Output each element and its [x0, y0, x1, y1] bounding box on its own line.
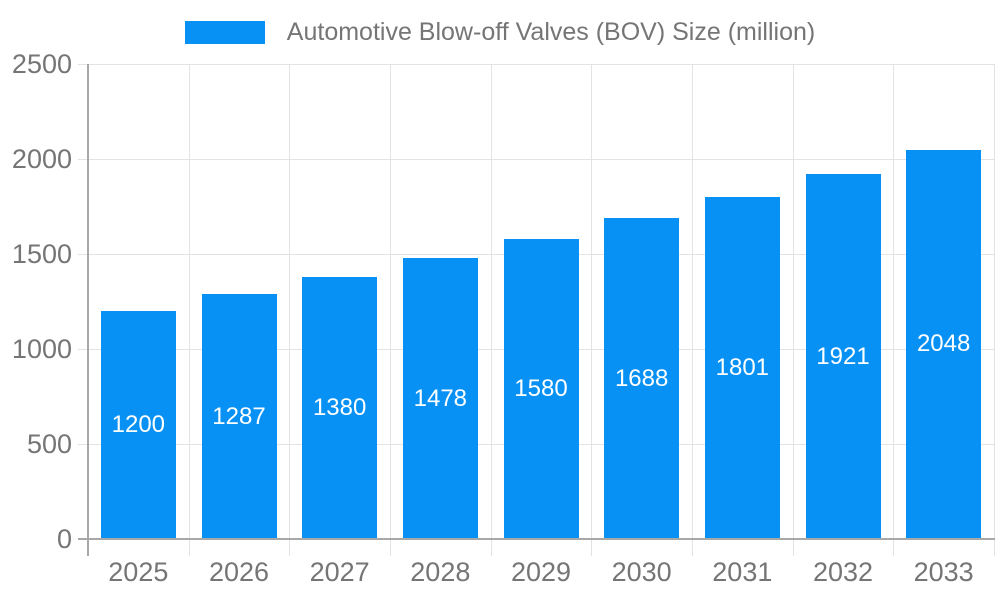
y-axis-tick-label: 1500: [11, 239, 72, 269]
x-axis-tick: [591, 539, 593, 556]
bar-value-label: 1287: [212, 402, 266, 430]
gridline-vertical: [591, 64, 593, 539]
y-axis-tick-label: 500: [26, 429, 72, 459]
gridline-horizontal: [88, 159, 994, 160]
legend-swatch-icon: [184, 21, 265, 44]
bar-value-label: 1688: [614, 364, 669, 392]
gridline-vertical: [490, 64, 492, 539]
bar-value-label: 1580: [514, 374, 568, 402]
bar-value-label: 1921: [816, 342, 870, 370]
bar[interactable]: 1688: [604, 218, 680, 539]
gridline-horizontal: [88, 64, 994, 65]
bar[interactable]: 1287: [201, 294, 277, 539]
x-axis-tick-label: 2026: [208, 557, 270, 587]
y-axis-tick-label: 2500: [11, 49, 72, 79]
bar[interactable]: 1580: [503, 238, 579, 539]
legend-label: Automotive Blow-off Valves (BOV) Size (m…: [286, 18, 816, 46]
x-axis-tick-label: 2029: [510, 557, 572, 587]
bar-value-label: 1380: [312, 393, 367, 421]
bar[interactable]: 1921: [805, 174, 881, 539]
y-axis-tick-label: 2000: [11, 144, 72, 174]
bar-value-label: 1478: [413, 384, 468, 412]
bar[interactable]: 1801: [704, 196, 780, 539]
gridline-vertical: [893, 64, 895, 539]
x-axis-tick: [792, 539, 794, 556]
y-axis-tick: [78, 64, 88, 65]
gridline-vertical: [188, 64, 190, 539]
y-axis-tick: [78, 444, 88, 445]
y-axis-line: [87, 64, 89, 556]
x-axis-line: [78, 538, 995, 540]
y-axis-tick-label: 0: [56, 524, 72, 554]
bar[interactable]: 2048: [906, 149, 982, 539]
x-axis-tick-label: 2030: [611, 557, 672, 587]
x-axis-tick: [289, 539, 291, 556]
y-axis-tick-label: 1000: [11, 334, 72, 364]
x-axis-tick-label: 2025: [108, 557, 169, 587]
x-axis-tick: [994, 539, 995, 556]
bar-value-label: 2048: [916, 330, 971, 358]
y-axis-tick: [78, 254, 88, 255]
x-axis-tick-label: 2032: [812, 557, 874, 587]
bar-value-label: 1801: [715, 353, 770, 381]
x-axis-tick: [188, 539, 190, 556]
bar-value-label: 1200: [111, 411, 166, 438]
bar[interactable]: 1380: [302, 276, 378, 539]
chart-legend[interactable]: Automotive Blow-off Valves (BOV) Size (m…: [0, 18, 1000, 47]
gridline-vertical: [390, 64, 391, 539]
x-axis-tick-label: 2031: [712, 557, 773, 587]
bar[interactable]: 1200: [100, 311, 176, 539]
x-axis-tick-label: 2033: [913, 557, 974, 587]
gridline-vertical: [692, 64, 693, 539]
x-axis-tick-label: 2028: [410, 557, 471, 587]
plot-area: 1200 1287 1380 1478 1580 1688 1801 1921 2048: [78, 64, 995, 556]
gridline-vertical: [994, 64, 995, 539]
x-axis-tick-label: 2027: [309, 557, 370, 587]
x-axis-tick: [490, 539, 492, 556]
gridline-vertical: [289, 64, 291, 539]
bar[interactable]: 1478: [402, 258, 478, 539]
x-axis-tick: [893, 539, 895, 556]
y-axis-tick: [78, 159, 88, 160]
x-axis-tick: [390, 539, 391, 556]
gridline-vertical: [792, 64, 794, 539]
y-axis-tick: [78, 349, 88, 350]
x-axis-tick: [692, 539, 693, 556]
